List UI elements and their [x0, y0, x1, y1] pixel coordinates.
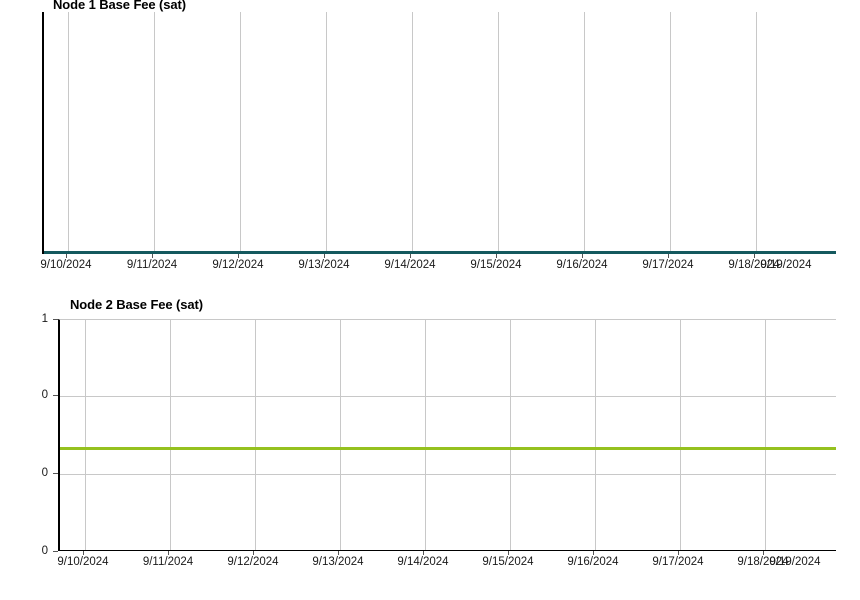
x-axis-tick [324, 254, 325, 258]
gridline-vertical [510, 320, 511, 550]
x-axis-tick [423, 551, 424, 555]
x-axis-label: 9/10/2024 [57, 556, 109, 568]
gridline-vertical [154, 12, 155, 254]
x-axis-tick [508, 551, 509, 555]
x-axis-tick [668, 254, 669, 258]
x-axis-label: 9/16/2024 [567, 556, 619, 568]
gridline-vertical [498, 12, 499, 254]
x-axis-tick [678, 551, 679, 555]
gridline-horizontal [60, 396, 836, 397]
x-axis-label: 9/16/2024 [556, 259, 608, 271]
x-axis-label: 9/11/2024 [126, 259, 178, 271]
x-axis-label: 9/10/2024 [40, 259, 92, 271]
gridline-horizontal [60, 474, 836, 475]
gridline-vertical [255, 320, 256, 550]
x-axis-label: 9/17/2024 [652, 556, 704, 568]
x-axis-label: 9/14/2024 [397, 556, 449, 568]
y-axis-label: 0 [41, 545, 48, 557]
gridline-vertical [584, 12, 585, 254]
gridline-vertical [765, 320, 766, 550]
x-axis-label: 9/12/2024 [227, 556, 279, 568]
gridline-vertical [425, 320, 426, 550]
x-axis-tick [410, 254, 411, 258]
gridline-vertical [670, 12, 671, 254]
y-axis-label: 0 [41, 389, 48, 401]
x-axis-tick [593, 551, 594, 555]
x-axis-tick [238, 254, 239, 258]
y-axis-label: 0 [41, 467, 48, 479]
gridline-vertical [756, 12, 757, 254]
y-axis-label: 1 [41, 313, 48, 325]
y-axis-tick [53, 319, 58, 320]
x-axis-tick [168, 551, 169, 555]
x-axis-tick [253, 551, 254, 555]
x-axis-tick [338, 551, 339, 555]
x-axis-label: 9/18/2024 [737, 556, 789, 568]
series-line-node-2-base-fee [60, 447, 836, 450]
x-axis-tick [496, 254, 497, 258]
x-axis-tick [763, 551, 764, 555]
gridline-vertical [240, 12, 241, 254]
x-axis-label: 9/14/2024 [384, 259, 436, 271]
gridline-vertical [68, 12, 69, 254]
chart-title-node-2: Node 2 Base Fee (sat) [70, 297, 204, 312]
series-line-node-1-base-fee [44, 251, 836, 254]
chart-panel-node-1: Node 1 Base Fee (sat) 9/10/2024 9/11/202… [0, 0, 860, 295]
gridline-vertical [340, 320, 341, 550]
plot-area-node-2 [58, 319, 836, 551]
chart-panel-node-2: Node 2 Base Fee (sat) 1 0 0 0 9/10/2024 … [0, 295, 860, 600]
y-axis-tick [53, 395, 58, 396]
y-axis-tick [53, 551, 58, 552]
x-axis-label: 9/13/2024 [298, 259, 350, 271]
x-axis-label: 9/15/2024 [470, 259, 522, 271]
x-axis-label: 9/18/2024 [728, 259, 780, 271]
gridline-vertical [170, 320, 171, 550]
x-axis-tick [66, 254, 67, 258]
x-axis-label: 9/13/2024 [312, 556, 364, 568]
x-axis-label: 9/15/2024 [482, 556, 534, 568]
gridline-vertical [85, 320, 86, 550]
gridline-vertical [412, 12, 413, 254]
x-axis-tick [754, 254, 755, 258]
x-axis-tick [83, 551, 84, 555]
gridline-vertical [595, 320, 596, 550]
x-axis-tick [152, 254, 153, 258]
chart-title-node-1: Node 1 Base Fee (sat) [53, 0, 187, 12]
x-axis-tick [582, 254, 583, 258]
gridline-vertical [326, 12, 327, 254]
x-axis-label: 9/17/2024 [642, 259, 694, 271]
x-axis-label: 9/19/2024 [769, 556, 821, 568]
y-axis-tick [53, 473, 58, 474]
x-axis-label: 9/11/2024 [142, 556, 194, 568]
gridline-vertical [680, 320, 681, 550]
x-axis-label: 9/19/2024 [760, 259, 812, 271]
plot-area-node-1 [42, 12, 836, 254]
x-axis-label: 9/12/2024 [212, 259, 264, 271]
